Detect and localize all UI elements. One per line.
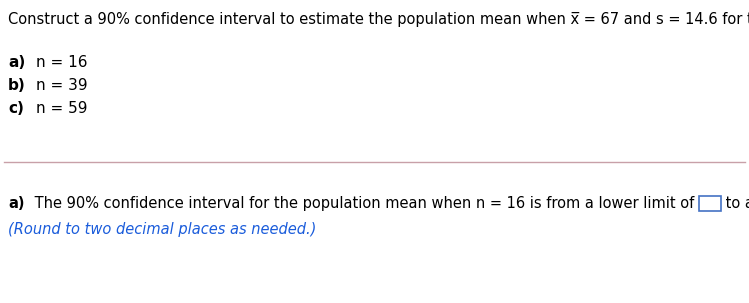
Text: The 90% confidence interval for the population mean when n = 16 is from a lower : The 90% confidence interval for the popu… [30, 196, 699, 211]
Text: Construct a 90% confidence interval to estimate the population mean when x̅ = 67: Construct a 90% confidence interval to e… [8, 12, 749, 27]
Text: c): c) [8, 101, 24, 116]
Text: n = 59: n = 59 [36, 101, 88, 116]
Text: a): a) [8, 55, 25, 70]
Bar [699, 196, 721, 211]
Text: b): b) [8, 78, 25, 93]
Text: n = 16: n = 16 [36, 55, 88, 70]
Text: (Round to two decimal places as needed.): (Round to two decimal places as needed.) [8, 222, 316, 237]
Text: to an upper limit of: to an upper limit of [721, 196, 749, 211]
Text: a): a) [8, 196, 25, 211]
Text: n = 39: n = 39 [36, 78, 88, 93]
